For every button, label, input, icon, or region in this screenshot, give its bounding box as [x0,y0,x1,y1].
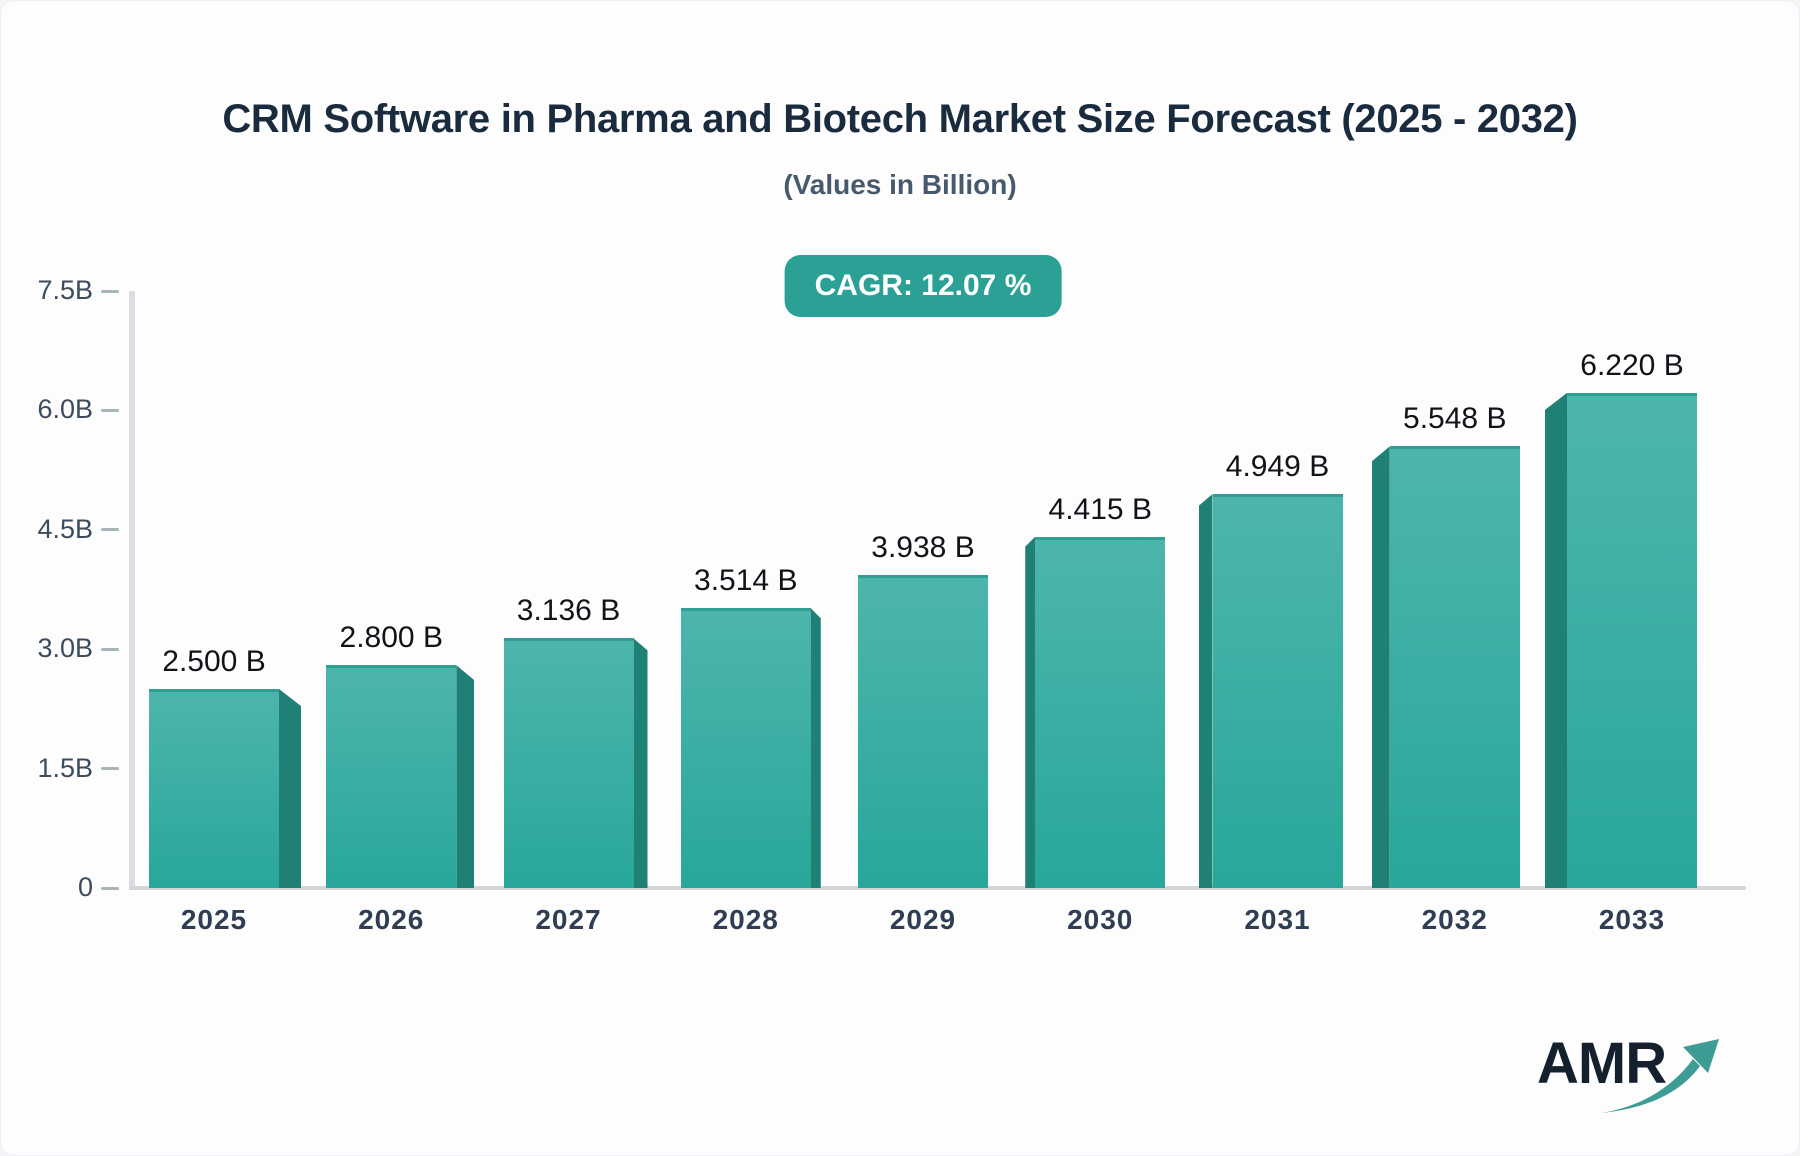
bar-2032 [1389,446,1520,888]
growth-arrow-icon [1601,1039,1719,1113]
bar-value-label: 4.415 B [1048,492,1152,526]
y-axis-tick [101,767,119,771]
bar-2027 [503,638,634,888]
bar-2029 [858,574,988,888]
x-axis-label-2031: 2031 [1244,904,1311,935]
y-axis-tick-label: 4.5B [37,513,93,544]
x-axis-label-2026: 2026 [358,904,425,935]
bar-side-panel [633,638,648,888]
bar-value-label: 3.938 B [871,530,975,564]
bar-2031 [1212,494,1343,888]
bar-value-label: 5.548 B [1403,402,1507,436]
x-axis-label-2032: 2032 [1421,904,1488,935]
bar-2025 [149,689,279,888]
bar-side-panel [279,689,301,888]
page-subtitle: (Values in Billion) [783,169,1017,200]
y-axis-tick [101,408,119,412]
bar-side-panel [1545,392,1567,888]
bar-value-label: 2.500 B [162,645,266,678]
brand-logo-text: AMR [1537,1031,1667,1096]
y-axis-tick-label: 0 [77,872,93,902]
bar-2028 [680,608,811,888]
bar-side-panel [456,665,475,888]
x-axis-label-2025: 2025 [180,904,248,935]
x-axis-label-2029: 2029 [889,904,957,935]
page-title: CRM Software in Pharma and Biotech Marke… [222,97,1578,141]
bar-2030 [1035,536,1166,888]
y-axis-tick [101,886,119,890]
bar-value-label: 6.220 B [1580,348,1684,382]
y-axis-tick [101,647,119,651]
y-axis-tick-label: 3.0B [37,633,93,664]
x-axis-label-2028: 2028 [712,904,779,935]
bar-side-panel [1025,536,1036,888]
bar-side-panel [1198,494,1213,888]
bar-side-panel [1371,446,1390,888]
y-axis-tick [101,289,119,293]
brand-logo: AMR [1529,1027,1739,1122]
y-axis-tick [101,528,119,532]
y-axis-tick-label: 6.0B [37,394,93,425]
bar-2033 [1567,392,1697,888]
bar-value-label: 3.514 B [694,564,798,598]
cagr-badge: CAGR: 12.07 % [784,255,1062,317]
x-axis-label-2027: 2027 [535,904,602,935]
bar-value-label: 3.136 B [516,594,621,628]
bar-value-label: 4.949 B [1225,450,1330,484]
y-axis-tick-label: 7.5B [37,275,93,305]
x-axis-line [129,886,1746,890]
bar-2026 [326,665,457,888]
x-axis-label-2030: 2030 [1067,904,1134,935]
bar-side-panel [810,608,821,888]
x-axis-label-2033: 2033 [1598,904,1666,935]
y-axis-tick-label: 1.5B [37,752,93,783]
y-axis-line [129,291,135,890]
bar-value-label: 2.800 B [339,621,443,655]
